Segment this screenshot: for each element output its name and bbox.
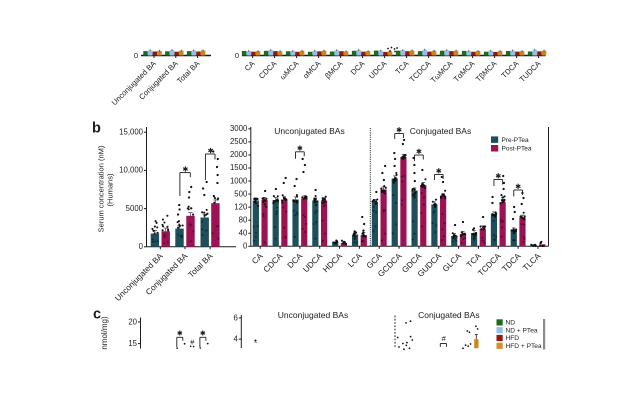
svg-text:HFD + PTea: HFD + PTea	[506, 343, 542, 350]
svg-text:Conjugated BAs: Conjugated BAs	[418, 310, 479, 320]
svg-text:1500: 1500	[230, 163, 248, 172]
svg-text:500: 500	[234, 189, 248, 198]
svg-text:2000: 2000	[230, 150, 248, 159]
svg-text:#: #	[190, 337, 195, 346]
svg-text:6: 6	[233, 314, 237, 323]
svg-text:Serum concentration (nM): Serum concentration (nM)	[97, 145, 106, 232]
svg-text:Conjugated BAs: Conjugated BAs	[410, 126, 471, 136]
svg-text:Unconjugated BAs: Unconjugated BAs	[274, 126, 344, 136]
svg-text:0: 0	[243, 242, 248, 251]
svg-text:40: 40	[239, 228, 248, 237]
svg-text:4: 4	[233, 335, 238, 344]
svg-text:5000: 5000	[126, 204, 144, 213]
svg-text:(Humans): (Humans)	[106, 173, 115, 206]
svg-text:c: c	[93, 307, 101, 323]
svg-text:0: 0	[139, 242, 144, 251]
svg-text:120: 120	[234, 202, 248, 211]
svg-text:0: 0	[134, 51, 138, 60]
svg-text:Post-PTea: Post-PTea	[502, 146, 532, 153]
svg-text:ND + PTea: ND + PTea	[506, 327, 538, 334]
svg-text:20: 20	[128, 318, 137, 327]
svg-text:HFD: HFD	[506, 335, 520, 342]
svg-text:80: 80	[239, 215, 248, 224]
svg-text:1000: 1000	[230, 176, 248, 185]
svg-text:0: 0	[235, 51, 239, 60]
svg-text:b: b	[92, 120, 101, 136]
svg-text:2500: 2500	[230, 137, 248, 146]
svg-text:Pre-PTea: Pre-PTea	[502, 137, 529, 144]
svg-text:ND: ND	[506, 320, 516, 327]
svg-text:10,000: 10,000	[119, 166, 144, 175]
svg-text:#: #	[442, 334, 447, 343]
svg-text:15,000: 15,000	[119, 127, 144, 136]
svg-text:15: 15	[128, 339, 137, 348]
svg-text:3000: 3000	[230, 124, 248, 133]
svg-text:Unconjugated BAs: Unconjugated BAs	[278, 310, 348, 320]
svg-text:nmol/mg): nmol/mg)	[100, 316, 109, 350]
